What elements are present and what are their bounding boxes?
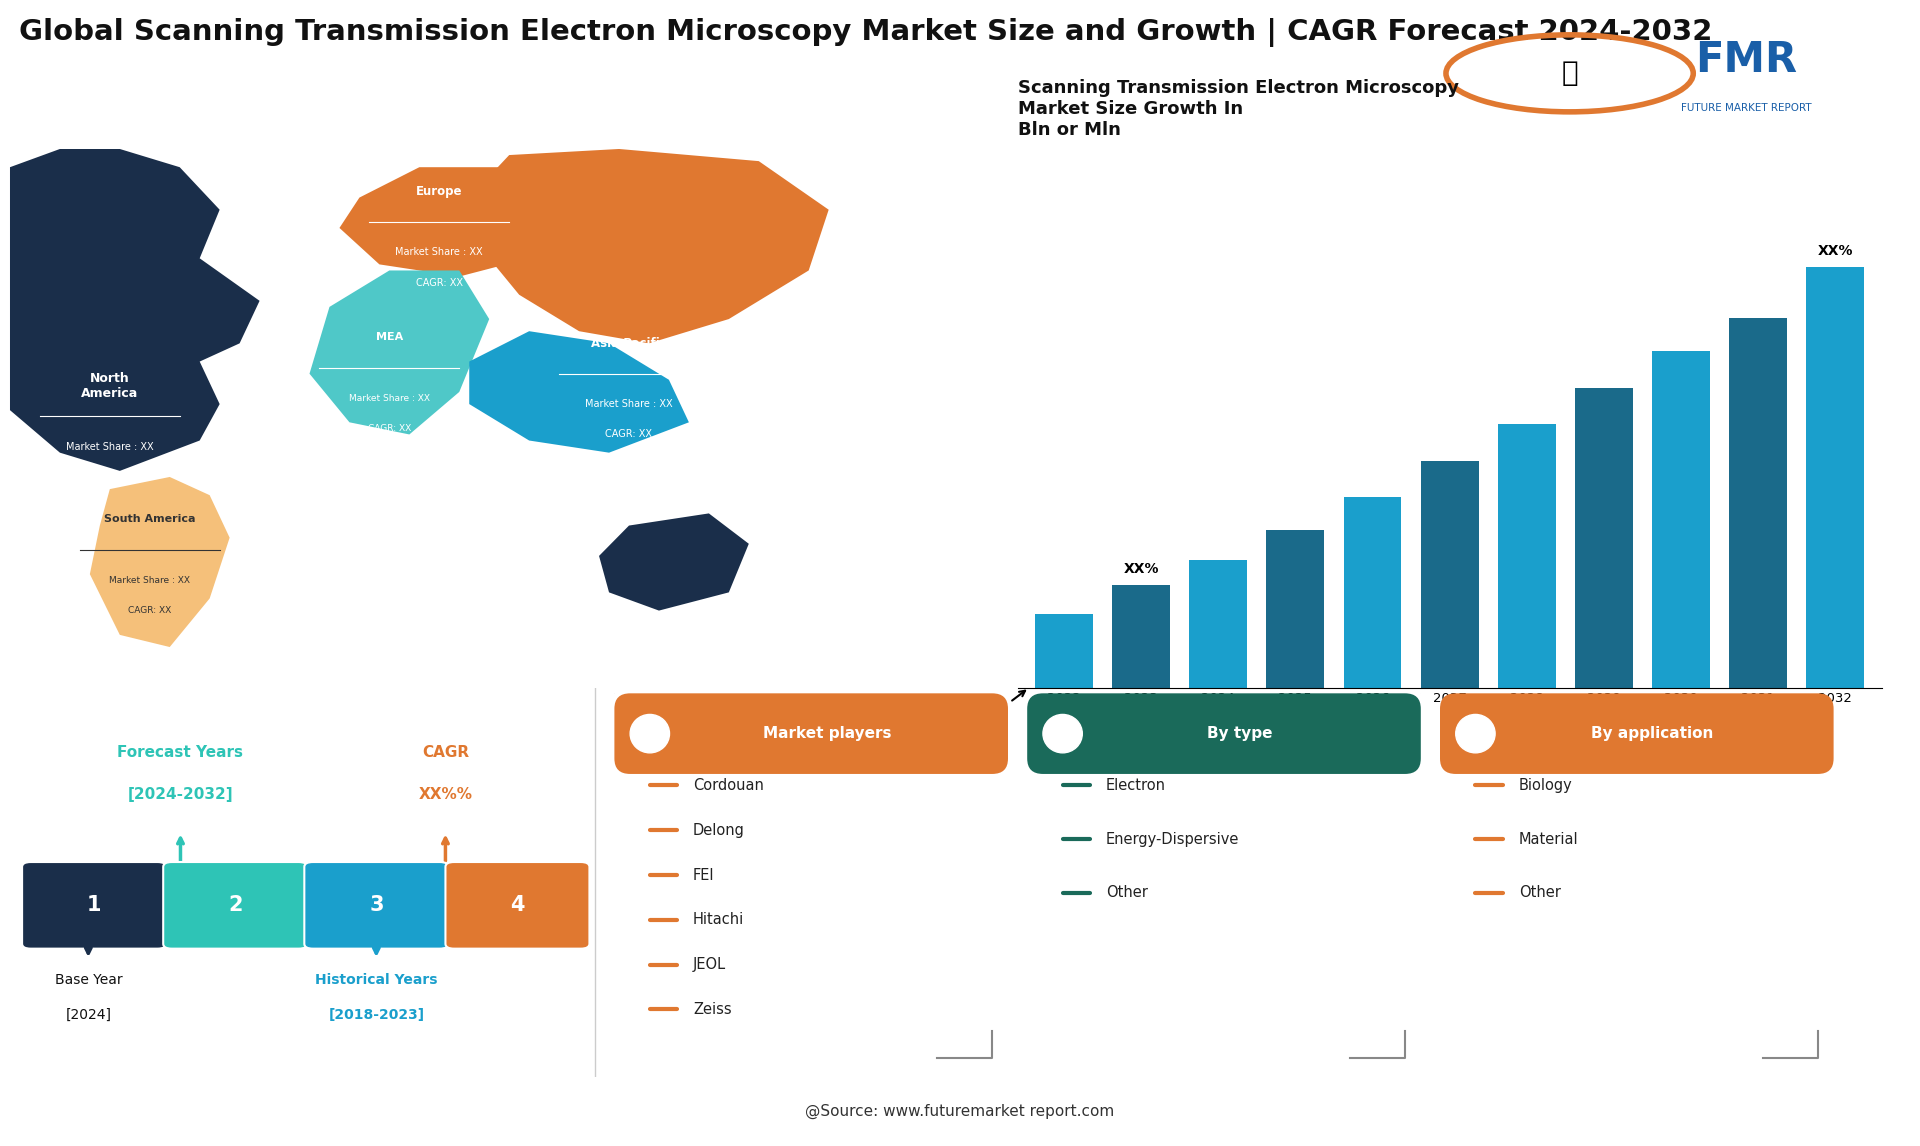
FancyBboxPatch shape [1440, 693, 1834, 774]
Bar [1807, 267, 1864, 688]
Bar [1112, 586, 1169, 688]
Text: 4: 4 [511, 895, 524, 916]
Text: CAGR: XX: CAGR: XX [417, 277, 463, 288]
Text: Energy-Dispersive: Energy-Dispersive [1106, 832, 1238, 847]
Text: 2: 2 [228, 895, 242, 916]
Text: Delong: Delong [693, 823, 745, 838]
Text: Scanning Transmission Electron Microscopy
Market Size Growth In
Bln or Mln: Scanning Transmission Electron Microscop… [1018, 79, 1459, 139]
Bar [1421, 461, 1478, 688]
Bar [1498, 424, 1555, 688]
Text: Zeiss: Zeiss [693, 1002, 732, 1017]
Text: MEA: MEA [376, 332, 403, 343]
Text: Market Share : XX: Market Share : XX [109, 575, 190, 584]
Text: @Source: www.futuremarket report.com: @Source: www.futuremarket report.com [804, 1104, 1116, 1120]
Polygon shape [90, 477, 230, 647]
Bar [1267, 531, 1325, 688]
Text: By application: By application [1592, 727, 1715, 741]
Text: FEI: FEI [693, 868, 714, 882]
Circle shape [1455, 714, 1496, 753]
Text: Global Scanning Transmission Electron Microscopy Market Size and Growth | CAGR F: Global Scanning Transmission Electron Mi… [19, 18, 1713, 47]
Text: Hitachi: Hitachi [693, 912, 745, 927]
Text: XX%%: XX%% [419, 786, 472, 801]
Text: CAGR: CAGR [422, 745, 468, 760]
Circle shape [630, 714, 670, 753]
Text: Market Share : XX: Market Share : XX [396, 248, 484, 257]
Text: Market Share : XX: Market Share : XX [586, 399, 672, 409]
FancyBboxPatch shape [1027, 693, 1421, 774]
Text: Other: Other [1519, 886, 1561, 901]
Polygon shape [468, 331, 689, 453]
Bar [1574, 387, 1632, 688]
Bar [1730, 319, 1788, 688]
Polygon shape [599, 513, 749, 611]
Text: Base Year: Base Year [54, 973, 123, 987]
Text: Europe: Europe [417, 185, 463, 198]
Text: North
America: North America [81, 371, 138, 400]
Text: FMR: FMR [1695, 39, 1797, 80]
Text: Biology: Biology [1519, 778, 1572, 793]
Text: Forecast Years: Forecast Years [117, 745, 244, 760]
Text: FUTURE MARKET REPORT: FUTURE MARKET REPORT [1680, 103, 1812, 112]
Text: JEOL: JEOL [693, 957, 726, 972]
Text: Asia Pacific: Asia Pacific [591, 337, 666, 350]
Text: Other: Other [1106, 886, 1148, 901]
FancyBboxPatch shape [445, 862, 589, 949]
Bar [1344, 497, 1402, 688]
Text: XX%: XX% [1123, 562, 1160, 576]
Text: By type: By type [1208, 727, 1273, 741]
Text: South America: South America [104, 515, 196, 525]
Text: [2024-2032]: [2024-2032] [127, 786, 234, 801]
FancyBboxPatch shape [163, 862, 307, 949]
Polygon shape [309, 270, 490, 434]
Text: Material: Material [1519, 832, 1578, 847]
Text: XX%: XX% [1818, 244, 1853, 258]
Text: Market Share : XX: Market Share : XX [349, 393, 430, 402]
FancyBboxPatch shape [614, 693, 1008, 774]
FancyBboxPatch shape [23, 862, 165, 949]
Text: CAGR: XX: CAGR: XX [605, 430, 653, 439]
Bar [1035, 614, 1092, 688]
Text: 1: 1 [86, 895, 102, 916]
Text: Market players: Market players [762, 727, 891, 741]
Text: 🔭: 🔭 [1561, 60, 1578, 87]
Text: Cordouan: Cordouan [693, 778, 764, 793]
Text: Historical Years: Historical Years [315, 973, 438, 987]
Text: CAGR: XX: CAGR: XX [86, 472, 132, 482]
Polygon shape [468, 149, 829, 344]
Circle shape [1043, 714, 1083, 753]
Text: [2018-2023]: [2018-2023] [328, 1008, 424, 1022]
Text: Market Share : XX: Market Share : XX [65, 441, 154, 452]
Polygon shape [340, 167, 549, 276]
Bar [1651, 351, 1711, 688]
Text: CAGR: XX: CAGR: XX [369, 424, 411, 433]
Text: [2024]: [2024] [65, 1008, 111, 1022]
Text: 3: 3 [369, 895, 384, 916]
FancyBboxPatch shape [303, 862, 447, 949]
Text: Electron: Electron [1106, 778, 1165, 793]
Text: CAGR: XX: CAGR: XX [129, 606, 171, 615]
Bar [1188, 559, 1248, 688]
Polygon shape [10, 149, 259, 471]
